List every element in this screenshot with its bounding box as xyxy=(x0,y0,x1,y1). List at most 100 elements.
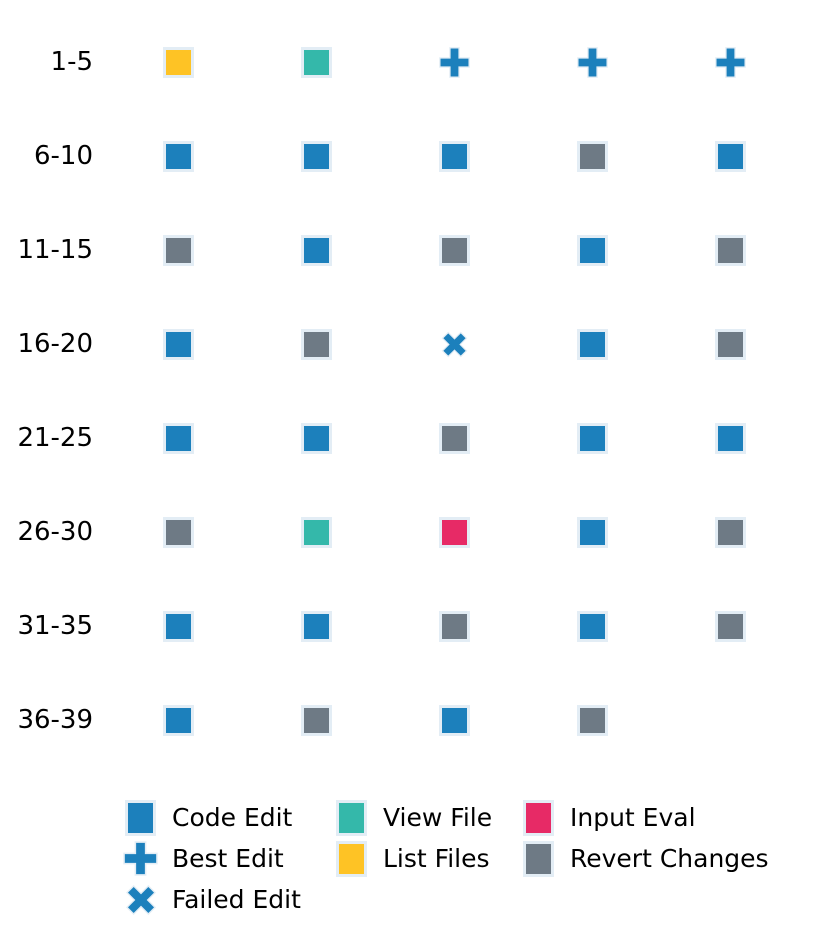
code-edit-marker xyxy=(438,140,470,172)
view-file-marker xyxy=(336,799,367,836)
legend-marker-slot xyxy=(123,840,158,877)
chart-cell xyxy=(385,234,523,266)
chart-cell xyxy=(523,704,661,736)
chart-cell xyxy=(247,422,385,454)
chart-cell xyxy=(661,328,799,360)
legend-row: Best Edit List Files Revert Changes xyxy=(123,838,813,879)
code-edit-marker xyxy=(162,140,194,172)
legend-label: Revert Changes xyxy=(570,844,769,873)
code-edit-marker xyxy=(576,234,608,266)
revert-changes-marker xyxy=(438,234,470,266)
row-label: 21-25 xyxy=(17,423,93,453)
chart-cell xyxy=(109,46,247,78)
legend-marker-slot xyxy=(336,799,367,836)
chart-cell xyxy=(661,422,799,454)
legend-label: Failed Edit xyxy=(172,885,301,914)
chart-cell xyxy=(385,610,523,642)
chart-cell xyxy=(109,234,247,266)
failed-edit-marker xyxy=(125,884,156,915)
list-files-marker xyxy=(162,46,194,78)
code-edit-marker xyxy=(162,328,194,360)
row-label: 6-10 xyxy=(33,141,93,171)
chart-cell xyxy=(523,46,661,79)
legend-label: Input Eval xyxy=(570,803,696,832)
legend-item-view-file: View File xyxy=(336,799,523,836)
chart-cell xyxy=(109,140,247,172)
chart-cell xyxy=(523,234,661,266)
code-edit-marker xyxy=(162,610,194,642)
code-edit-marker xyxy=(300,234,332,266)
row-label: 1-5 xyxy=(50,47,93,77)
chart-cell xyxy=(247,516,385,548)
revert-changes-marker xyxy=(162,516,194,548)
best-edit-marker xyxy=(438,46,470,78)
revert-changes-marker xyxy=(714,328,746,360)
code-edit-marker xyxy=(714,140,746,172)
row-label: 11-15 xyxy=(17,235,93,265)
legend-row: Failed Edit xyxy=(125,879,813,920)
chart-cell xyxy=(109,704,247,736)
legend-row: Code Edit View File Input Eval xyxy=(125,797,813,838)
chart-cell xyxy=(385,516,523,548)
revert-changes-marker xyxy=(300,704,332,736)
chart-cell xyxy=(109,610,247,642)
revert-changes-marker xyxy=(714,234,746,266)
list-files-marker xyxy=(336,840,367,877)
input-eval-marker xyxy=(523,799,554,836)
revert-changes-marker xyxy=(438,610,470,642)
row-label: 31-35 xyxy=(17,611,93,641)
code-edit-marker xyxy=(162,422,194,454)
legend-item-best-edit: Best Edit xyxy=(123,840,336,877)
legend-item-list-files: List Files xyxy=(336,840,523,877)
best-edit-marker xyxy=(123,841,158,876)
code-edit-marker xyxy=(162,704,194,736)
chart-cell xyxy=(661,516,799,548)
chart-cell xyxy=(385,704,523,736)
revert-changes-marker xyxy=(576,704,608,736)
legend-marker-slot xyxy=(125,799,156,836)
view-file-marker xyxy=(300,516,332,548)
chart-cell xyxy=(661,610,799,642)
chart-cell xyxy=(109,328,247,360)
chart-cell xyxy=(109,422,247,454)
chart-cell xyxy=(523,422,661,454)
code-edit-marker xyxy=(300,422,332,454)
chart-cell xyxy=(385,330,523,359)
code-edit-marker xyxy=(300,610,332,642)
code-edit-marker xyxy=(576,328,608,360)
chart-cell xyxy=(385,422,523,454)
revert-changes-marker xyxy=(300,328,332,360)
legend-marker-slot xyxy=(523,840,554,877)
chart-cell xyxy=(247,704,385,736)
legend-label: Code Edit xyxy=(172,803,293,832)
legend: Code Edit View File Input Eval Best Edit Lis… xyxy=(0,797,813,920)
legend-marker-slot xyxy=(125,883,156,917)
code-edit-marker xyxy=(714,422,746,454)
chart-row: 36-39 xyxy=(0,673,813,767)
chart-cell xyxy=(247,610,385,642)
chart-cell xyxy=(661,140,799,172)
chart-cell xyxy=(523,516,661,548)
chart-row: 6-10 xyxy=(0,109,813,203)
code-edit-marker xyxy=(438,704,470,736)
code-edit-marker xyxy=(125,799,156,836)
revert-changes-marker xyxy=(576,140,608,172)
revert-changes-marker xyxy=(523,840,554,877)
chart-cell xyxy=(385,46,523,79)
revert-changes-marker xyxy=(438,422,470,454)
best-edit-marker xyxy=(576,46,608,78)
revert-changes-marker xyxy=(714,610,746,642)
chart-row: 1-5 xyxy=(0,15,813,109)
code-edit-marker xyxy=(576,610,608,642)
code-edit-marker xyxy=(300,140,332,172)
chart-cell xyxy=(385,140,523,172)
revert-changes-marker xyxy=(714,516,746,548)
legend-marker-slot xyxy=(336,840,367,877)
chart-cell xyxy=(247,328,385,360)
chart-row: 26-30 xyxy=(0,485,813,579)
failed-edit-marker xyxy=(441,331,467,357)
chart-cell xyxy=(247,234,385,266)
chart-row: 21-25 xyxy=(0,391,813,485)
chart-row: 31-35 xyxy=(0,579,813,673)
